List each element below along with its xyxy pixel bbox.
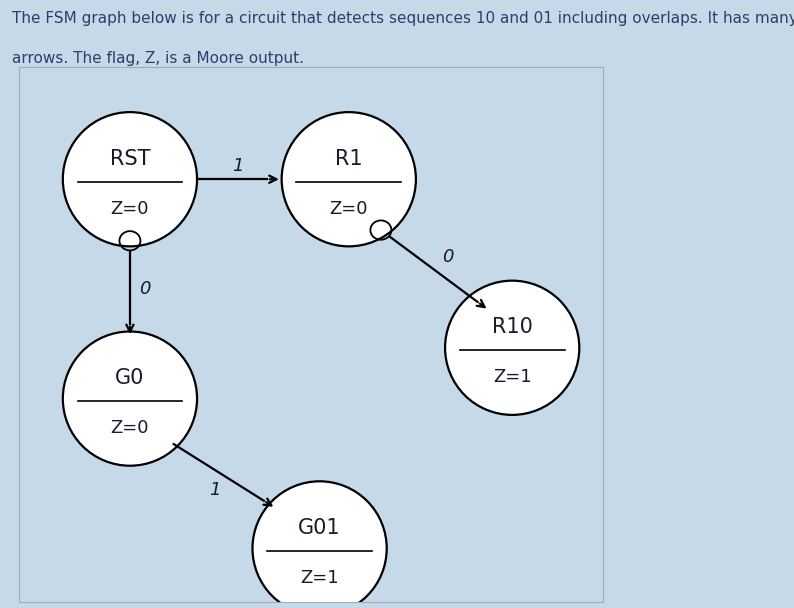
- Ellipse shape: [445, 281, 580, 415]
- Text: R10: R10: [491, 317, 533, 337]
- Ellipse shape: [63, 331, 197, 466]
- Text: Z=0: Z=0: [330, 199, 368, 218]
- Text: R1: R1: [335, 149, 363, 169]
- Text: arrows. The flag, Z, is a Moore output.: arrows. The flag, Z, is a Moore output.: [12, 51, 304, 66]
- Text: Z=1: Z=1: [300, 569, 339, 587]
- Text: Z=0: Z=0: [110, 199, 149, 218]
- Text: G0: G0: [115, 368, 145, 389]
- Text: Z=1: Z=1: [493, 368, 531, 386]
- Text: 0: 0: [442, 248, 453, 266]
- Text: G01: G01: [299, 518, 341, 538]
- Text: Z=0: Z=0: [110, 419, 149, 437]
- Text: RST: RST: [110, 149, 150, 169]
- Ellipse shape: [282, 112, 416, 246]
- Text: 1: 1: [232, 157, 244, 175]
- Text: 0: 0: [139, 280, 150, 298]
- Ellipse shape: [252, 482, 387, 608]
- Text: 1: 1: [209, 480, 220, 499]
- Text: The FSM graph below is for a circuit that detects sequences 10 and 01 including : The FSM graph below is for a circuit tha…: [12, 12, 794, 26]
- Ellipse shape: [63, 112, 197, 246]
